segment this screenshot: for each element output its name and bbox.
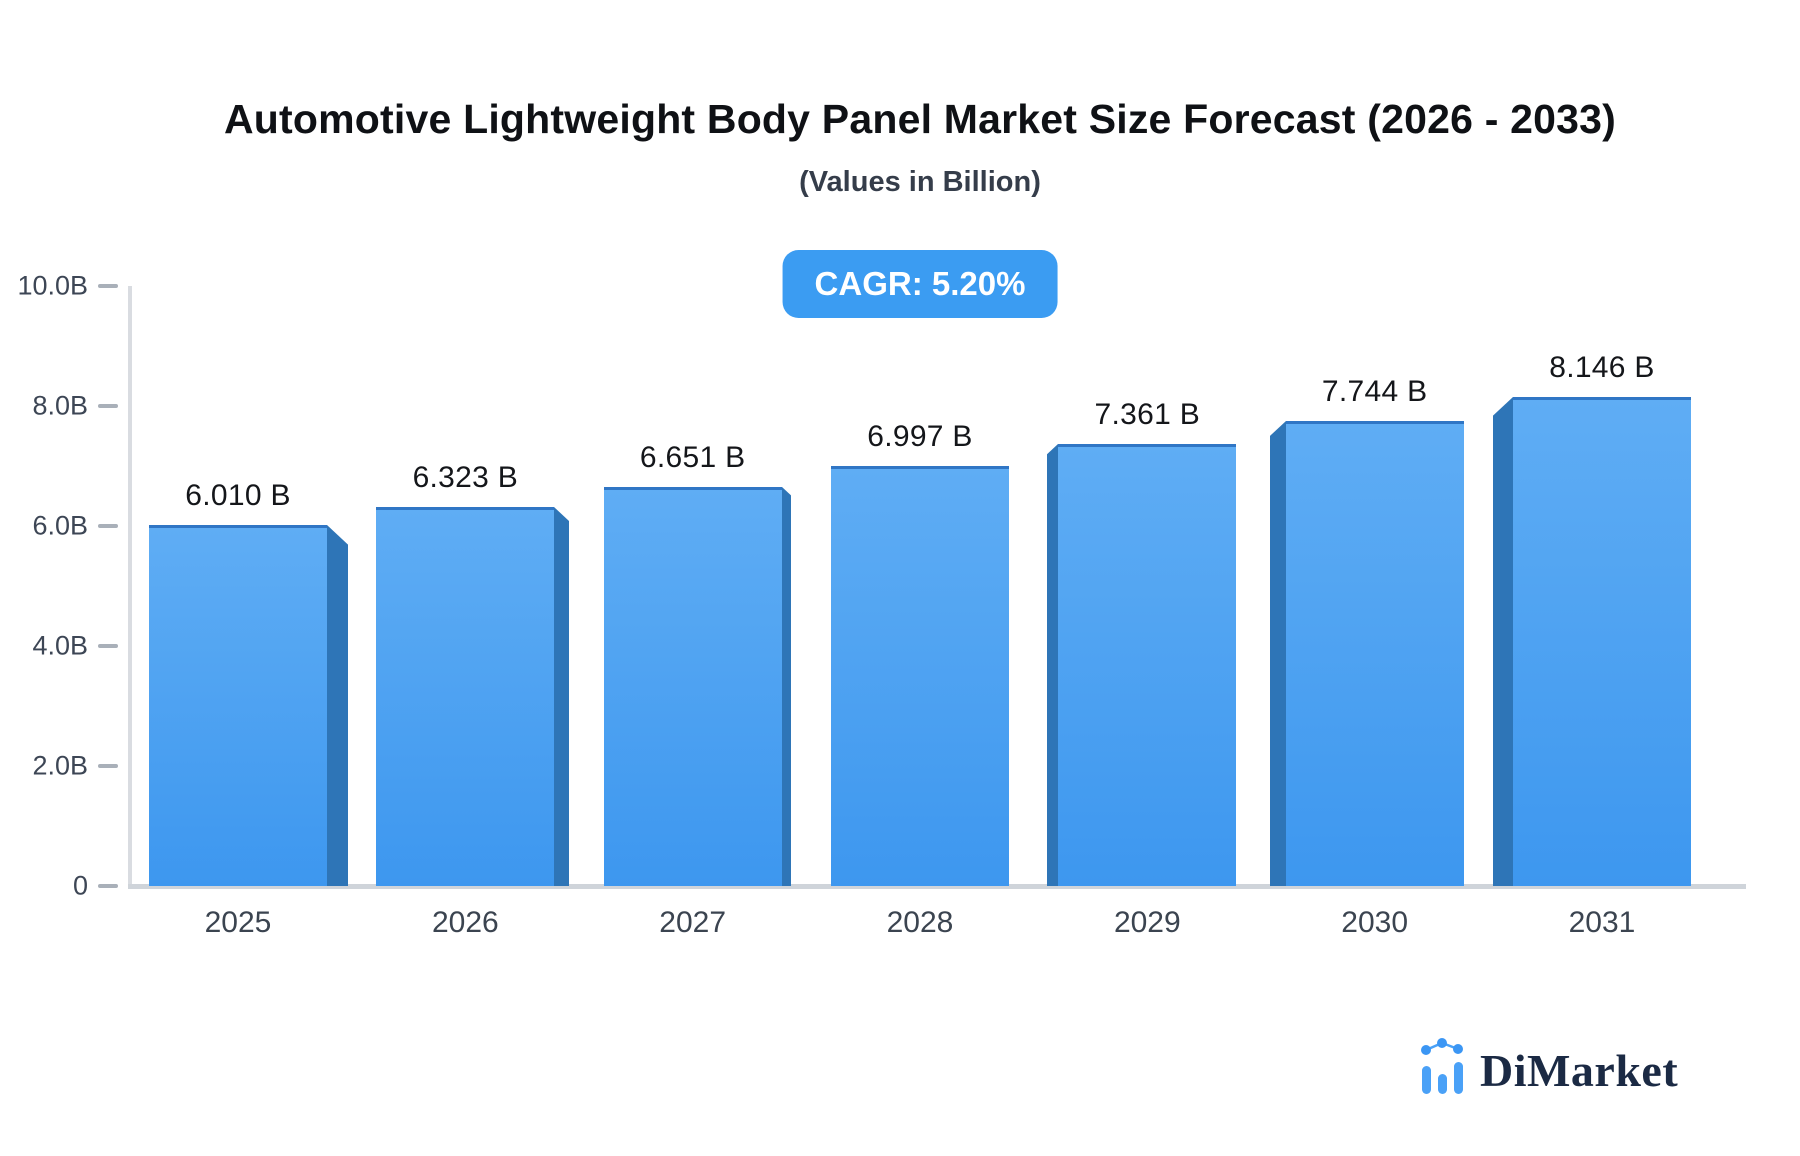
- bar-face: [1285, 421, 1464, 886]
- bar-2027: [603, 486, 791, 886]
- bar-side-face: [554, 506, 570, 886]
- bar-2030: [1269, 421, 1464, 886]
- bar-side-face: [781, 486, 791, 886]
- logo-text: DiMarket: [1480, 1045, 1679, 1096]
- x-axis-label: 2026: [431, 906, 499, 939]
- y-axis-label: 6.0B: [32, 510, 88, 541]
- cagr-badge: CAGR: 5.20%: [782, 250, 1058, 318]
- y-axis-label: 2.0B: [32, 750, 88, 781]
- x-axis-label: 2031: [1568, 906, 1636, 939]
- y-axis-label: 10.0B: [17, 270, 88, 301]
- bar-side-face: [1269, 421, 1286, 886]
- bar-2029: [1047, 444, 1237, 886]
- x-axis-baseline: [128, 884, 1746, 889]
- y-axis-tick: [98, 524, 118, 528]
- chart-subtitle: (Values in Billion): [799, 166, 1041, 198]
- y-axis-tick: [98, 884, 118, 888]
- x-axis-label: 2028: [886, 906, 954, 939]
- x-axis-label: 2029: [1113, 906, 1181, 939]
- x-axis-label: 2030: [1341, 906, 1409, 939]
- bar-face: [149, 525, 327, 886]
- y-axis-label: 8.0B: [32, 390, 88, 421]
- chart-title: Automotive Lightweight Body Panel Market…: [223, 96, 1617, 142]
- bar-face: [830, 466, 1009, 886]
- bar-side-face: [1047, 444, 1059, 886]
- y-axis-tick: [98, 404, 118, 408]
- y-axis-label: 0: [72, 870, 88, 901]
- bar-face: [1512, 397, 1691, 886]
- bar-value-label: 7.361 B: [1094, 398, 1201, 432]
- bar-value-label: 6.010 B: [185, 479, 291, 513]
- x-axis-label: 2025: [204, 906, 272, 939]
- bar-value-label: 6.651 B: [639, 440, 746, 474]
- bar-2028: [830, 466, 1009, 886]
- bar-face: [1058, 444, 1237, 886]
- bar-value-label: 8.146 B: [1549, 351, 1655, 385]
- bar-value-label: 6.997 B: [867, 420, 973, 454]
- y-axis-line: [128, 286, 132, 889]
- y-axis-tick: [98, 284, 118, 288]
- bar-face: [376, 506, 555, 886]
- bar-value-label: 6.323 B: [412, 460, 519, 494]
- dimarket-logo: DiMarket: [1420, 1036, 1678, 1094]
- bar-2026: [376, 506, 570, 886]
- y-axis-tick: [98, 644, 118, 648]
- bar-2031: [1492, 397, 1691, 886]
- y-axis-tick: [98, 764, 118, 768]
- bar-side-face: [1492, 397, 1513, 886]
- bar-side-face: [327, 525, 348, 886]
- y-axis-label: 4.0B: [32, 630, 88, 661]
- bar-2025: [149, 525, 348, 886]
- bar-value-label: 7.744 B: [1321, 375, 1428, 409]
- mini-bar-chart-icon: [1421, 1038, 1463, 1094]
- bar-face: [603, 486, 782, 886]
- x-axis-label: 2027: [659, 906, 727, 939]
